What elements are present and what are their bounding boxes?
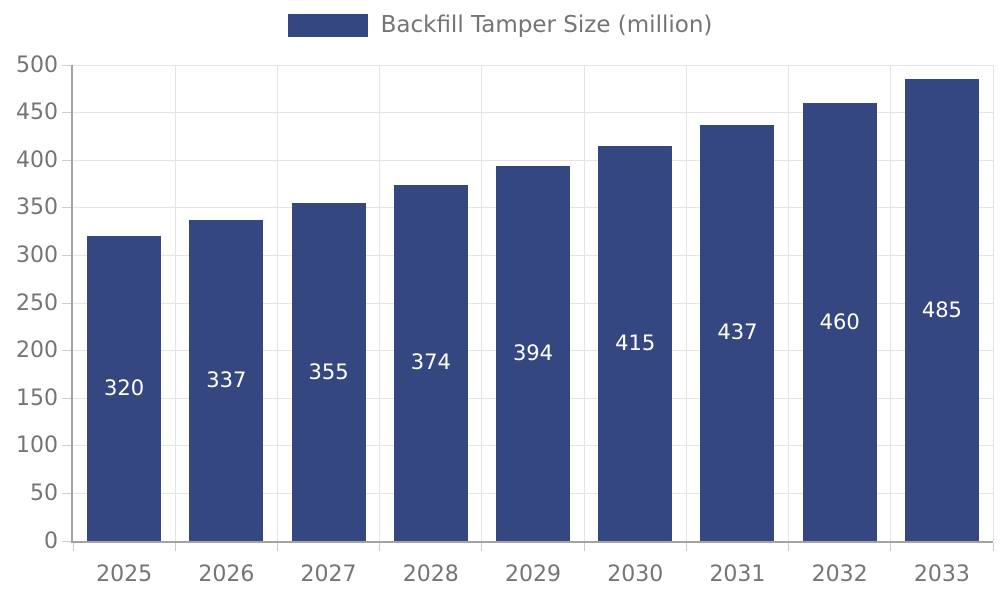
plot-area: 320 337 355 374 394 415 437 460 485 bbox=[62, 64, 994, 551]
y-tick-label: 150 bbox=[16, 385, 58, 411]
bar-value-label: 394 bbox=[512, 340, 554, 365]
x-tick-label: 2027 bbox=[300, 562, 357, 587]
h-gridline bbox=[73, 159, 993, 161]
v-gridline bbox=[890, 65, 892, 541]
bar-2027[interactable]: 355 bbox=[291, 203, 366, 541]
x-tick bbox=[379, 543, 381, 551]
bar-2030[interactable]: 415 bbox=[598, 145, 673, 541]
v-gridline bbox=[685, 65, 687, 541]
x-tick bbox=[685, 543, 687, 551]
v-gridline bbox=[276, 65, 278, 541]
x-tick-label: 2033 bbox=[913, 562, 970, 587]
x-tick bbox=[72, 543, 74, 551]
x-tick bbox=[788, 543, 790, 551]
y-tick bbox=[62, 207, 71, 209]
x-tick-label: 2030 bbox=[607, 562, 664, 587]
x-tick bbox=[890, 543, 892, 551]
x-tick-label: 2026 bbox=[198, 562, 255, 587]
x-axis: 2025 2026 2027 2028 2029 2030 2031 2032 2033 bbox=[73, 558, 993, 592]
y-tick bbox=[62, 159, 71, 161]
h-gridline bbox=[73, 64, 993, 66]
bar-2025[interactable]: 320 bbox=[87, 236, 162, 541]
v-gridline bbox=[992, 65, 994, 541]
bar-value-label: 320 bbox=[104, 376, 145, 401]
x-axis-spine bbox=[71, 541, 993, 543]
bar-value-label: 485 bbox=[921, 297, 962, 322]
legend-swatch bbox=[287, 14, 368, 37]
bar-2033[interactable]: 485 bbox=[904, 79, 979, 541]
y-tick bbox=[62, 112, 71, 114]
y-tick bbox=[62, 492, 71, 494]
y-tick-label: 200 bbox=[16, 338, 58, 364]
v-gridline bbox=[583, 65, 585, 541]
x-tick-label: 2025 bbox=[96, 562, 153, 587]
x-tick bbox=[481, 543, 483, 551]
y-axis-spine bbox=[71, 65, 73, 543]
x-tick-label: 2032 bbox=[811, 562, 868, 587]
v-gridline bbox=[481, 65, 483, 541]
bar-value-label: 437 bbox=[717, 320, 758, 345]
x-tick-label: 2031 bbox=[709, 562, 766, 587]
bar-value-label: 337 bbox=[206, 368, 247, 393]
v-gridline bbox=[788, 65, 790, 541]
y-tick bbox=[62, 540, 71, 542]
x-tick-label: 2029 bbox=[505, 562, 561, 587]
x-tick-label: 2028 bbox=[402, 562, 459, 587]
y-tick-label: 450 bbox=[16, 100, 58, 126]
y-tick-label: 250 bbox=[16, 290, 58, 316]
bar-2031[interactable]: 437 bbox=[700, 124, 775, 541]
y-tick-label: 500 bbox=[16, 52, 58, 78]
bar-2029[interactable]: 394 bbox=[495, 165, 571, 541]
x-tick bbox=[174, 543, 176, 551]
bar-value-label: 355 bbox=[308, 359, 349, 384]
y-tick-label: 400 bbox=[16, 147, 58, 173]
y-tick-label: 300 bbox=[16, 242, 58, 268]
y-tick bbox=[62, 302, 71, 304]
y-tick-label: 0 bbox=[44, 528, 58, 554]
y-tick-label: 100 bbox=[16, 433, 58, 459]
y-tick bbox=[62, 64, 71, 66]
bar-2028[interactable]: 374 bbox=[393, 184, 468, 541]
legend-label: Backfill Tamper Size (million) bbox=[380, 12, 713, 38]
y-tick bbox=[62, 350, 71, 352]
y-tick bbox=[62, 445, 71, 447]
y-axis: 0 50 100 150 200 250 300 350 400 450 500 bbox=[0, 54, 58, 552]
bar-value-label: 460 bbox=[819, 309, 860, 334]
bar-2032[interactable]: 460 bbox=[802, 103, 877, 541]
v-gridline bbox=[174, 65, 176, 541]
x-tick bbox=[583, 543, 585, 551]
bar-value-label: 415 bbox=[615, 330, 656, 355]
y-tick-label: 350 bbox=[16, 195, 58, 221]
h-gridline bbox=[73, 112, 993, 114]
x-tick bbox=[276, 543, 278, 551]
x-tick bbox=[992, 543, 994, 551]
y-tick bbox=[62, 397, 71, 399]
bar-value-label: 374 bbox=[410, 350, 451, 375]
bar-2026[interactable]: 337 bbox=[189, 220, 264, 541]
y-tick bbox=[62, 254, 71, 256]
v-gridline bbox=[379, 65, 381, 541]
legend[interactable]: Backfill Tamper Size (million) bbox=[0, 14, 1000, 37]
y-tick-label: 50 bbox=[30, 480, 58, 506]
